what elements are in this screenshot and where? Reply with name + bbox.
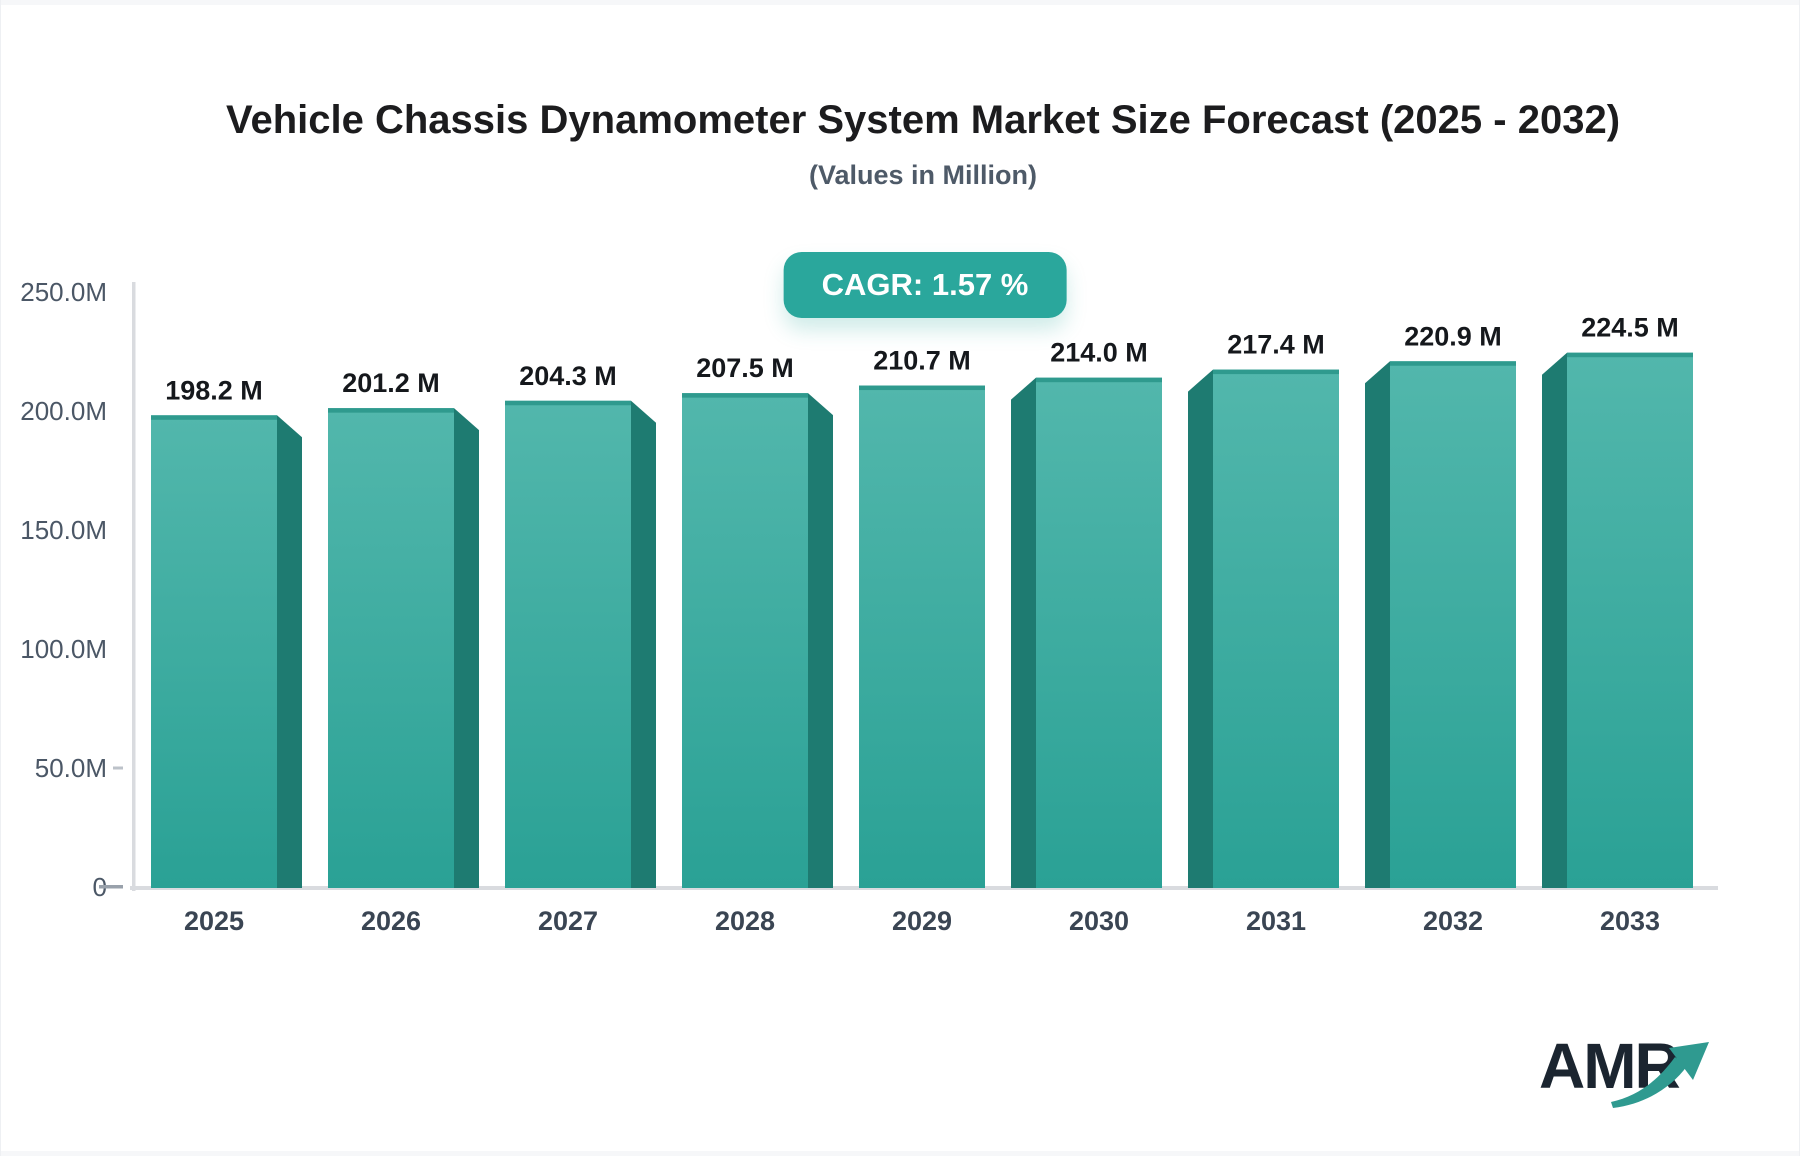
- y-axis-tick-0: [99, 885, 123, 889]
- bar-2030: 214.0 M: [1011, 338, 1162, 888]
- bar-2032: 220.9 M: [1365, 321, 1516, 888]
- x-axis-label-2026: 2026: [361, 906, 421, 936]
- bar-2028: 207.5 M: [682, 353, 833, 888]
- bar-front-face: [1390, 361, 1516, 888]
- bar-front-face: [682, 393, 808, 888]
- bar-side-face: [1011, 377, 1036, 888]
- bar-side-face: [1542, 352, 1567, 888]
- bar-value-label-2026: 201.2 M: [342, 368, 440, 398]
- bar-front-face: [1213, 369, 1339, 888]
- bar-2025: 198.2 M: [151, 375, 302, 888]
- bar-2033: 224.5 M: [1542, 313, 1693, 888]
- x-axis-label-2033: 2033: [1600, 906, 1660, 936]
- bar-top-edge: [1390, 361, 1516, 366]
- bar-front-face: [505, 400, 631, 888]
- x-axis-label-2029: 2029: [892, 906, 952, 936]
- chart-subtitle: (Values in Million): [808, 160, 1038, 190]
- y-axis-label-200.0M: 200.0M: [20, 396, 107, 426]
- bar-side-face: [631, 400, 656, 888]
- bar-front-face: [328, 408, 454, 888]
- bar-side-face: [1365, 361, 1390, 888]
- x-axis-label-2031: 2031: [1246, 906, 1306, 936]
- bar-2031: 217.4 M: [1188, 330, 1339, 888]
- x-axis-label-2028: 2028: [715, 906, 775, 936]
- bar-side-face: [454, 408, 479, 888]
- x-axis-label-2025: 2025: [184, 906, 244, 936]
- bar-front-face: [1036, 377, 1162, 888]
- x-axis-label-2030: 2030: [1069, 906, 1129, 936]
- cagr-badge: CAGR: 1.57 %: [783, 252, 1067, 318]
- bar-front-face: [1567, 352, 1693, 888]
- bar-value-label-2030: 214.0 M: [1050, 338, 1148, 368]
- y-axis-label-100.0M: 100.0M: [20, 634, 107, 664]
- bar-top-edge: [859, 385, 985, 391]
- amr-logo: AMR: [1539, 1034, 1719, 1116]
- bar-side-face: [1188, 369, 1213, 888]
- y-axis-line: [132, 282, 136, 891]
- bar-top-edge: [1567, 352, 1693, 358]
- bar-top-edge: [151, 415, 277, 420]
- bar-value-label-2029: 210.7 M: [873, 346, 971, 376]
- chart-title: Vehicle Chassis Dynamometer System Marke…: [225, 98, 1621, 142]
- bar-top-edge: [682, 393, 808, 398]
- bar-side-face: [277, 415, 302, 888]
- bar-top-edge: [1213, 369, 1339, 375]
- y-axis-label-150.0M: 150.0M: [20, 515, 107, 545]
- bar-value-label-2033: 224.5 M: [1581, 313, 1679, 343]
- growth-arrow-icon: [1611, 1042, 1709, 1108]
- y-axis-label-50.0M: 50.0M: [35, 753, 107, 783]
- bar-2027: 204.3 M: [505, 361, 656, 888]
- bar-value-label-2028: 207.5 M: [696, 353, 794, 383]
- bar-front-face: [151, 415, 277, 888]
- bar-top-edge: [328, 408, 454, 413]
- bar-side-face: [808, 393, 833, 888]
- x-axis-label-2027: 2027: [538, 906, 598, 936]
- bar-value-label-2025: 198.2 M: [165, 375, 263, 405]
- y-axis-label-250.0M: 250.0M: [20, 277, 107, 307]
- bar-value-label-2027: 204.3 M: [519, 361, 617, 391]
- bar-2026: 201.2 M: [328, 368, 479, 888]
- bar-value-label-2031: 217.4 M: [1227, 330, 1325, 360]
- bottom-edge-strip: [1, 1151, 1799, 1156]
- bar-2029: 210.7 M: [859, 346, 985, 888]
- top-edge-strip: [1, 0, 1799, 5]
- bar-top-edge: [1036, 377, 1162, 383]
- y-axis-tick-50: [113, 766, 123, 770]
- bar-value-label-2032: 220.9 M: [1404, 321, 1502, 351]
- x-axis-label-2032: 2032: [1423, 906, 1483, 936]
- bar-top-edge: [505, 400, 631, 406]
- bar-front-face: [859, 385, 985, 888]
